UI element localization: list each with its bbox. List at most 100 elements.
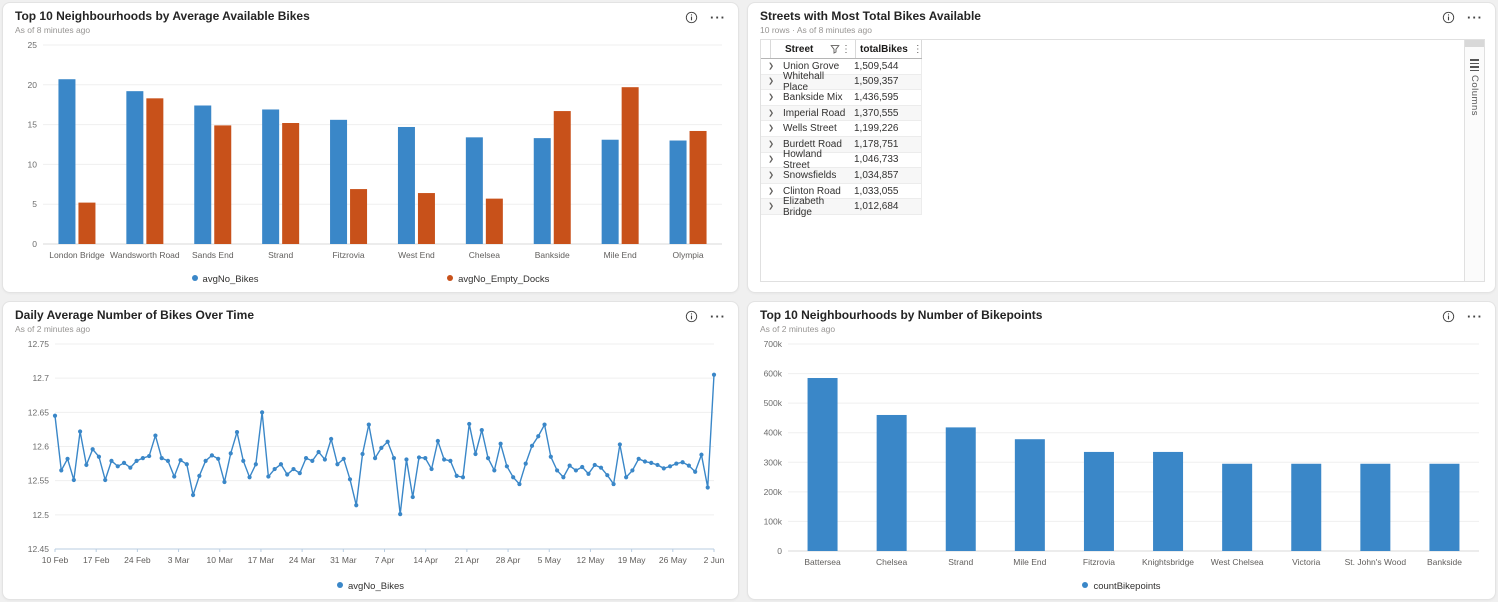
info-icon[interactable] [1442,11,1455,24]
more-options-icon[interactable]: ··· [710,9,726,25]
svg-text:10: 10 [28,159,38,169]
row-expand-icon[interactable]: ❯ [768,203,774,211]
svg-text:200k: 200k [764,487,783,497]
chart-legend: avgNo_Bikes avgNo_Empty_Docks [3,274,738,285]
legend-dot [337,581,343,588]
cell-totalbikes: 1,012,684 [854,201,899,213]
svg-text:West Chelsea: West Chelsea [1211,557,1264,567]
row-expand-icon[interactable]: ❯ [768,125,774,133]
table-row[interactable]: ❯ Whitehall Place 1,509,357 [761,71,922,93]
svg-text:12.45: 12.45 [28,544,50,554]
row-expand-icon[interactable]: ❯ [768,93,774,101]
svg-text:12 May: 12 May [577,555,606,565]
panel-subtitle: As of 2 minutes ago [15,324,91,334]
cell-totalbikes: 1,199,226 [854,123,899,135]
panel-title: Top 10 Neighbourhoods by Number of Bikep… [760,308,1043,322]
cell-street: Burdett Road [783,138,842,150]
cell-street: Whitehall Place [783,70,825,93]
table-row[interactable]: ❯ Bankside Mix 1,436,595 [761,90,922,106]
svg-text:Fitzrovia: Fitzrovia [332,250,364,260]
panel-title: Daily Average Number of Bikes Over Time [15,308,254,322]
scrollbar-thumb[interactable] [1465,40,1484,47]
table-row[interactable]: ❯ Imperial Road 1,370,555 [761,105,922,122]
svg-text:10 Mar: 10 Mar [207,555,234,565]
table-header-row: Street ⋮ totalBikes ⋮ [761,40,923,59]
column-menu-icon[interactable]: ⋮ [841,43,851,55]
cell-street: Snowsfields [783,169,837,181]
row-expand-icon[interactable]: ❯ [768,109,774,117]
grouped-bar-chart-canvas: 0 5 10 15 20 25 London Bridge Wandsworth Road Sa… [13,39,728,266]
info-icon[interactable] [1442,310,1455,323]
more-options-icon[interactable]: ··· [710,308,726,324]
panel-daily-avg-bikes: Daily Average Number of Bikes Over Time … [2,301,739,600]
svg-text:12.55: 12.55 [28,476,50,486]
svg-text:Bankside: Bankside [1427,557,1462,567]
cell-totalbikes: 1,046,733 [854,154,899,166]
svg-text:5 May: 5 May [538,555,562,565]
row-expand-icon[interactable]: ❯ [768,62,774,70]
svg-text:15: 15 [28,120,38,130]
svg-text:12.6: 12.6 [32,442,49,452]
svg-text:Chelsea: Chelsea [876,557,907,567]
row-expand-icon[interactable]: ❯ [768,156,774,164]
column-header-street[interactable]: Street ⋮ [781,40,856,58]
row-expand-icon[interactable]: ❯ [768,78,774,86]
table-row[interactable]: ❯ Snowsfields 1,034,857 [761,168,922,184]
table-row[interactable]: ❯ Wells Street 1,199,226 [761,121,922,137]
row-expand-icon[interactable]: ❯ [768,187,774,195]
svg-text:600k: 600k [764,369,783,379]
table-row[interactable]: ❯ Elizabeth Bridge 1,012,684 [761,195,922,218]
table-row[interactable]: ❯ Burdett Road 1,178,751 [761,136,922,153]
legend-item-avgno-empty-docks[interactable]: avgNo_Empty_Docks [447,274,549,285]
legend-item-countbikepoints[interactable]: countBikepoints [1082,581,1161,592]
svg-text:25: 25 [28,40,38,50]
cell-totalbikes: 1,033,055 [854,185,899,197]
cell-street: Imperial Road [783,107,846,119]
svg-text:Battersea: Battersea [804,557,841,567]
filter-icon[interactable] [830,44,840,54]
columns-panel-toggle[interactable]: Columns [1464,40,1484,281]
table-row[interactable]: ❯ Union Grove 1,509,544 [761,59,922,75]
more-options-icon[interactable]: ··· [1467,308,1483,324]
column-label: totalBikes [860,43,908,55]
svg-text:700k: 700k [764,339,783,349]
columns-icon [1470,59,1479,71]
legend-dot [447,274,454,281]
panel-avg-available-bikes: Top 10 Neighbourhoods by Average Availab… [2,2,739,293]
svg-text:21 Apr: 21 Apr [455,555,480,565]
svg-text:17 Feb: 17 Feb [83,555,110,565]
svg-text:Chelsea: Chelsea [469,250,500,260]
svg-text:Mile End: Mile End [604,250,637,260]
table-row[interactable]: ❯ Howland Street 1,046,733 [761,149,922,171]
cell-street: Elizabeth Bridge [783,195,825,218]
more-options-icon[interactable]: ··· [1467,9,1483,25]
cell-street: Union Grove [783,60,840,72]
legend-label: avgNo_Bikes [348,581,404,592]
svg-text:12.65: 12.65 [28,407,50,417]
row-expand-icon[interactable]: ❯ [768,140,774,148]
svg-text:Strand: Strand [268,250,293,260]
svg-text:12.5: 12.5 [32,510,49,520]
line-chart-canvas: 12.45 12.5 12.55 12.6 12.65 12.7 12.75 10 Feb 17… [13,338,728,573]
svg-text:100k: 100k [764,516,783,526]
svg-text:2 Jun: 2 Jun [704,555,725,565]
legend-item-avgno-bikes[interactable]: avgNo_Bikes [337,581,404,592]
data-grid: Street ⋮ totalBikes ⋮ ❯ Union Grove 1,509,… [761,40,923,218]
svg-text:Knightsbridge: Knightsbridge [1142,557,1194,567]
panel-header: Streets with Most Total Bikes Available … [748,3,1495,37]
svg-text:5: 5 [32,199,37,209]
info-icon[interactable] [685,11,698,24]
panel-bikepoints-by-neighbourhood: Top 10 Neighbourhoods by Number of Bikep… [747,301,1496,600]
svg-text:Mile End: Mile End [1013,557,1046,567]
column-menu-icon[interactable]: ⋮ [912,43,923,55]
table-visual: Street ⋮ totalBikes ⋮ ❯ Union Grove 1,509,… [760,39,1485,282]
legend-item-avgno-bikes[interactable]: avgNo_Bikes [191,274,259,285]
row-expand-icon[interactable]: ❯ [768,171,774,179]
svg-text:20: 20 [28,80,38,90]
svg-text:London Bridge: London Bridge [49,250,105,260]
svg-text:St. John's Wood: St. John's Wood [1345,557,1407,567]
info-icon[interactable] [685,310,698,323]
column-header-totalbikes[interactable]: totalBikes ⋮ [856,40,923,58]
svg-text:31 Mar: 31 Mar [330,555,357,565]
table-row[interactable]: ❯ Clinton Road 1,033,055 [761,183,922,200]
